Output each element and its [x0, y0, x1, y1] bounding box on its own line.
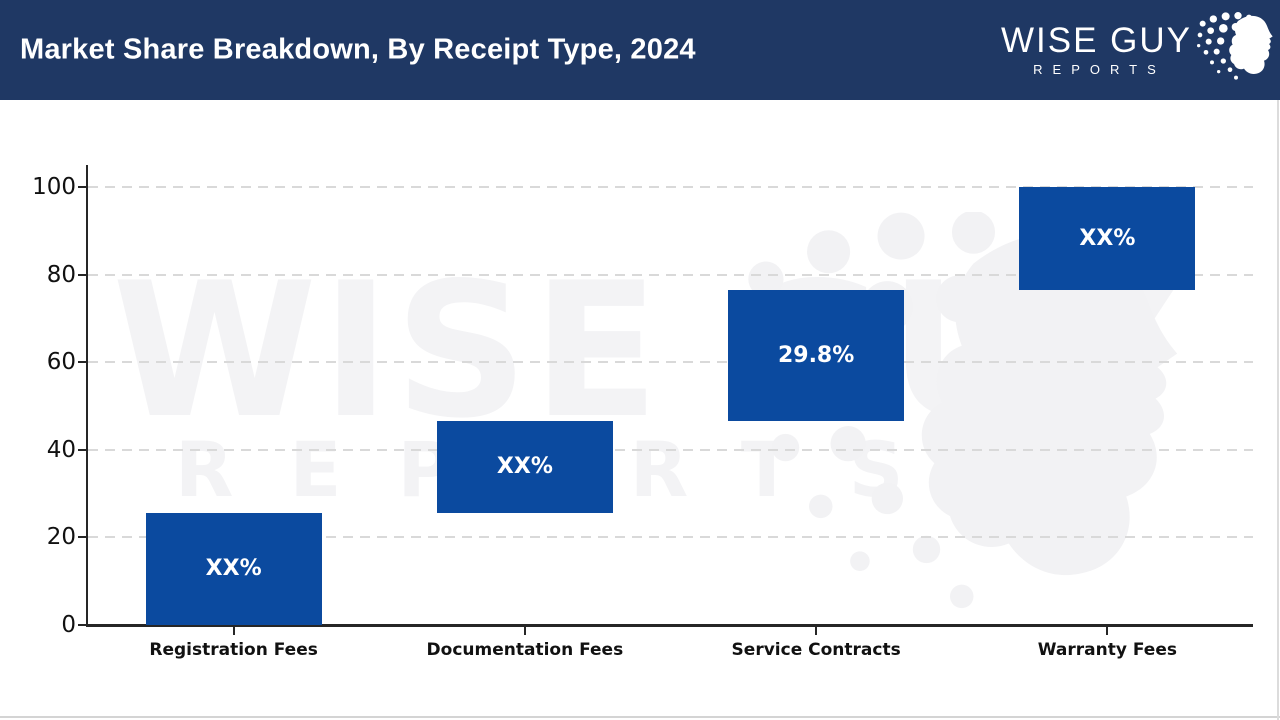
y-tick-mark-0 [78, 624, 86, 626]
y-tick-mark-100 [78, 186, 86, 188]
y-axis-line [86, 165, 88, 625]
bar-value-label-documentation-fees: XX% [496, 454, 553, 480]
x-category-label-warranty-fees: Warranty Fees [1037, 640, 1177, 660]
gridline-100 [88, 186, 1253, 188]
bar-value-label-service-contracts: 29.8% [777, 343, 855, 369]
y-tick-mark-20 [78, 536, 86, 539]
x-tick-mark-warranty-fees [1106, 627, 1109, 635]
logo-text: WISE GUY REPORTS [1000, 20, 1192, 77]
bar-service-contracts: 29.8% [728, 290, 905, 421]
bar-value-label-registration-fees: XX% [205, 556, 262, 582]
gridline-20 [88, 536, 1253, 539]
bottom-border-rule [0, 716, 1280, 718]
y-tick-label-80: 80 [46, 261, 76, 288]
y-tick-label-20: 20 [46, 524, 76, 551]
wiseguy-logo: WISE GUY REPORTS [1001, 6, 1274, 92]
logo-wordmark: WISE GUY [1000, 20, 1192, 60]
gridline-60 [88, 361, 1253, 364]
x-tick-mark-registration-fees [232, 627, 235, 635]
right-border-rule [1277, 100, 1279, 720]
bar-documentation-fees: XX% [436, 420, 613, 513]
y-tick-label-100: 100 [32, 174, 76, 200]
x-category-label-registration-fees: Registration Fees [149, 640, 318, 660]
bar-value-label-warranty-fees: XX% [1079, 226, 1136, 252]
y-tick-mark-80 [78, 273, 86, 276]
bar-warranty-fees: XX% [1019, 187, 1196, 291]
y-tick-label-60: 60 [46, 349, 76, 376]
y-tick-mark-40 [78, 448, 86, 451]
y-tick-label-40: 40 [46, 436, 76, 463]
x-category-label-service-contracts: Service Contracts [731, 640, 901, 660]
wiseguy-face-icon [1197, 12, 1273, 80]
x-tick-mark-documentation-fees [523, 627, 526, 635]
gridline-40 [88, 448, 1253, 451]
bar-registration-fees: XX% [145, 512, 322, 625]
y-tick-label-0: 0 [61, 612, 76, 638]
x-axis-line [86, 624, 1253, 627]
logo-subtitle: REPORTS [1033, 61, 1166, 77]
y-tick-mark-60 [78, 361, 86, 364]
chart-title: Market Share Breakdown, By Receipt Type,… [20, 33, 696, 66]
x-category-label-documentation-fees: Documentation Fees [426, 640, 624, 660]
gridline-80 [88, 273, 1253, 276]
header-banner: Market Share Breakdown, By Receipt Type,… [0, 0, 1280, 100]
x-tick-mark-service-contracts [815, 627, 818, 635]
